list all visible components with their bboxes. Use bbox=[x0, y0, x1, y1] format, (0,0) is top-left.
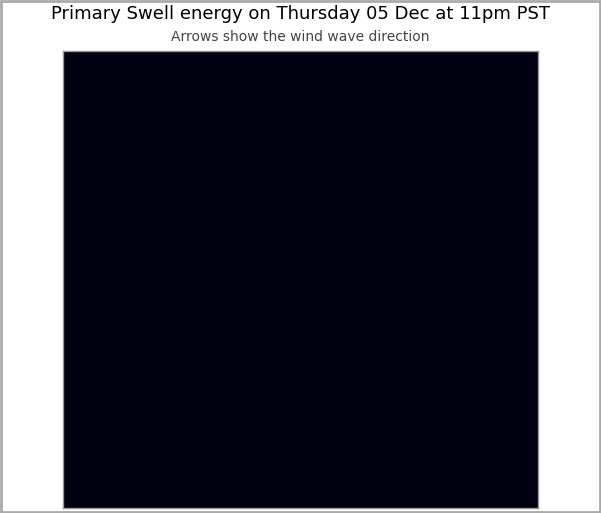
Text: Primary Swell energy on Thursday 05 Dec at 11pm PST: Primary Swell energy on Thursday 05 Dec … bbox=[51, 5, 550, 23]
Ellipse shape bbox=[46, 2, 54, 11]
Ellipse shape bbox=[24, 0, 35, 9]
Ellipse shape bbox=[20, 0, 40, 14]
Ellipse shape bbox=[21, 0, 61, 22]
Text: Arrows show the wind wave direction: Arrows show the wind wave direction bbox=[171, 30, 430, 44]
Ellipse shape bbox=[26, 0, 33, 6]
Polygon shape bbox=[5, 25, 14, 39]
Ellipse shape bbox=[43, 0, 56, 14]
Ellipse shape bbox=[44, 0, 55, 13]
Bar bbox=[0, 0, 23, 51]
Ellipse shape bbox=[47, 4, 52, 9]
Polygon shape bbox=[5, 15, 63, 51]
Ellipse shape bbox=[29, 0, 52, 10]
Ellipse shape bbox=[22, 0, 38, 12]
Ellipse shape bbox=[34, 0, 47, 3]
Ellipse shape bbox=[24, 0, 58, 17]
Polygon shape bbox=[3, 0, 19, 10]
Polygon shape bbox=[63, 0, 103, 25]
